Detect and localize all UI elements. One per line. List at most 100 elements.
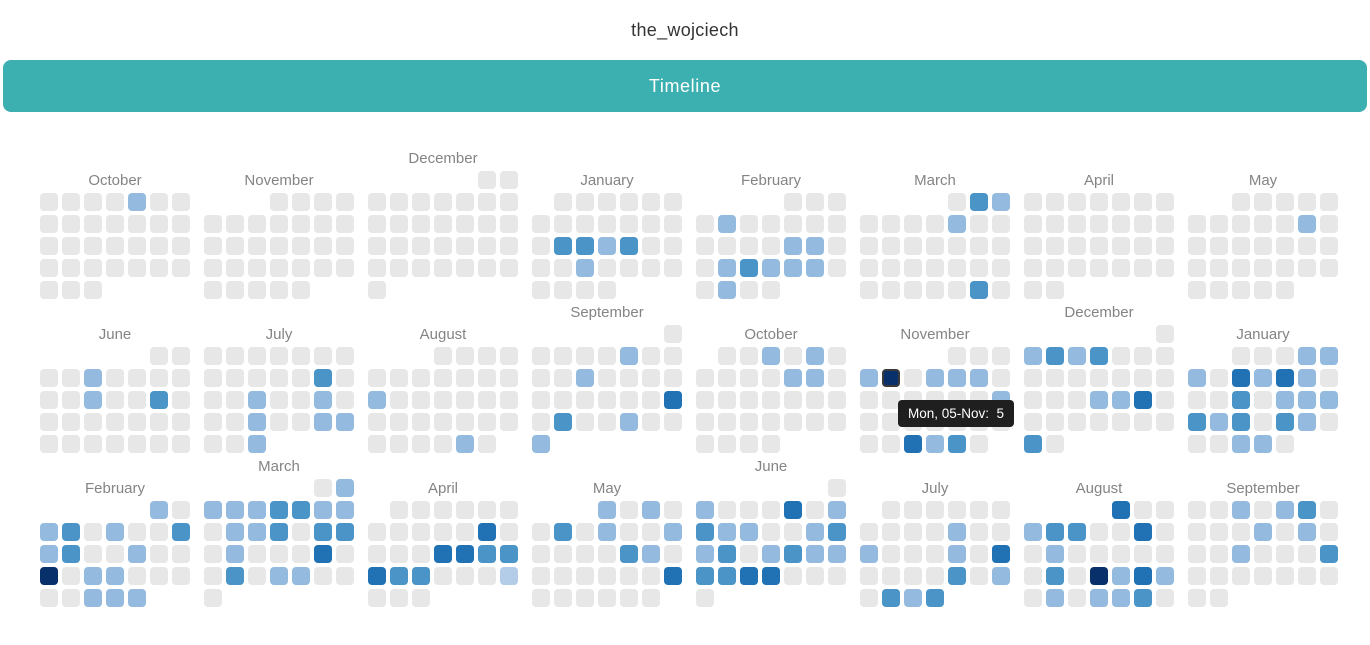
day-cell[interactable] — [128, 259, 146, 277]
day-cell[interactable] — [456, 501, 474, 519]
day-cell[interactable] — [456, 435, 474, 453]
day-cell[interactable] — [390, 523, 408, 541]
day-cell[interactable] — [970, 193, 988, 211]
day-cell[interactable] — [576, 347, 594, 365]
day-cell[interactable] — [740, 237, 758, 255]
day-cell[interactable] — [478, 369, 496, 387]
day-cell[interactable] — [860, 413, 878, 431]
day-cell[interactable] — [84, 413, 102, 431]
day-cell[interactable] — [860, 523, 878, 541]
day-cell[interactable] — [1112, 193, 1130, 211]
day-cell[interactable] — [390, 501, 408, 519]
day-cell[interactable] — [106, 523, 124, 541]
day-cell[interactable] — [1232, 259, 1250, 277]
day-cell[interactable] — [500, 259, 518, 277]
day-cell[interactable] — [1046, 369, 1064, 387]
day-cell[interactable] — [1090, 193, 1108, 211]
day-cell[interactable] — [1046, 545, 1064, 563]
day-cell[interactable] — [740, 435, 758, 453]
day-cell[interactable] — [1024, 347, 1042, 365]
day-cell[interactable] — [62, 567, 80, 585]
day-cell[interactable] — [292, 347, 310, 365]
day-cell[interactable] — [784, 545, 802, 563]
day-cell[interactable] — [860, 567, 878, 585]
day-cell[interactable] — [948, 523, 966, 541]
day-cell[interactable] — [926, 259, 944, 277]
day-cell[interactable] — [478, 193, 496, 211]
day-cell[interactable] — [434, 413, 452, 431]
day-cell[interactable] — [696, 391, 714, 409]
day-cell[interactable] — [926, 501, 944, 519]
day-cell[interactable] — [248, 545, 266, 563]
day-cell[interactable] — [1298, 369, 1316, 387]
day-cell[interactable] — [204, 589, 222, 607]
day-cell[interactable] — [368, 237, 386, 255]
day-cell[interactable] — [1320, 545, 1338, 563]
day-cell[interactable] — [1232, 193, 1250, 211]
day-cell[interactable] — [1254, 237, 1272, 255]
day-cell[interactable] — [106, 391, 124, 409]
day-cell[interactable] — [456, 413, 474, 431]
day-cell[interactable] — [172, 193, 190, 211]
day-cell[interactable] — [412, 501, 430, 519]
day-cell[interactable] — [172, 523, 190, 541]
day-cell[interactable] — [1156, 413, 1174, 431]
day-cell[interactable] — [620, 193, 638, 211]
day-cell[interactable] — [762, 347, 780, 365]
day-cell[interactable] — [434, 369, 452, 387]
day-cell[interactable] — [1298, 193, 1316, 211]
day-cell[interactable] — [368, 435, 386, 453]
day-cell[interactable] — [1188, 259, 1206, 277]
day-cell[interactable] — [1232, 281, 1250, 299]
day-cell[interactable] — [1068, 523, 1086, 541]
day-cell[interactable] — [762, 391, 780, 409]
day-cell[interactable] — [270, 545, 288, 563]
day-cell[interactable] — [62, 193, 80, 211]
day-cell[interactable] — [554, 237, 572, 255]
day-cell[interactable] — [828, 237, 846, 255]
day-cell[interactable] — [806, 193, 824, 211]
day-cell[interactable] — [434, 237, 452, 255]
day-cell[interactable] — [292, 237, 310, 255]
day-cell[interactable] — [204, 391, 222, 409]
day-cell[interactable] — [904, 281, 922, 299]
day-cell[interactable] — [1134, 589, 1152, 607]
day-cell[interactable] — [718, 545, 736, 563]
day-cell[interactable] — [620, 237, 638, 255]
day-cell[interactable] — [500, 567, 518, 585]
day-cell[interactable] — [1276, 259, 1294, 277]
day-cell[interactable] — [1134, 501, 1152, 519]
day-cell[interactable] — [456, 391, 474, 409]
day-cell[interactable] — [248, 391, 266, 409]
day-cell[interactable] — [926, 589, 944, 607]
day-cell[interactable] — [1134, 545, 1152, 563]
day-cell[interactable] — [1188, 237, 1206, 255]
day-cell[interactable] — [226, 545, 244, 563]
day-cell[interactable] — [1210, 369, 1228, 387]
day-cell[interactable] — [314, 391, 332, 409]
day-cell[interactable] — [106, 413, 124, 431]
day-cell[interactable] — [172, 413, 190, 431]
day-cell[interactable] — [172, 347, 190, 365]
day-cell[interactable] — [1298, 237, 1316, 255]
day-cell[interactable] — [696, 435, 714, 453]
day-cell[interactable] — [1188, 369, 1206, 387]
day-cell[interactable] — [904, 215, 922, 233]
day-cell[interactable] — [292, 545, 310, 563]
day-cell[interactable] — [642, 567, 660, 585]
day-cell[interactable] — [204, 259, 222, 277]
day-cell[interactable] — [882, 237, 900, 255]
day-cell[interactable] — [1188, 435, 1206, 453]
day-cell[interactable] — [248, 523, 266, 541]
day-cell[interactable] — [904, 545, 922, 563]
day-cell[interactable] — [718, 501, 736, 519]
day-cell[interactable] — [860, 545, 878, 563]
day-cell[interactable] — [478, 413, 496, 431]
day-cell[interactable] — [226, 413, 244, 431]
day-cell[interactable] — [226, 435, 244, 453]
day-cell[interactable] — [828, 259, 846, 277]
day-cell[interactable] — [1156, 523, 1174, 541]
day-cell[interactable] — [84, 567, 102, 585]
day-cell[interactable] — [84, 391, 102, 409]
day-cell[interactable] — [1188, 281, 1206, 299]
